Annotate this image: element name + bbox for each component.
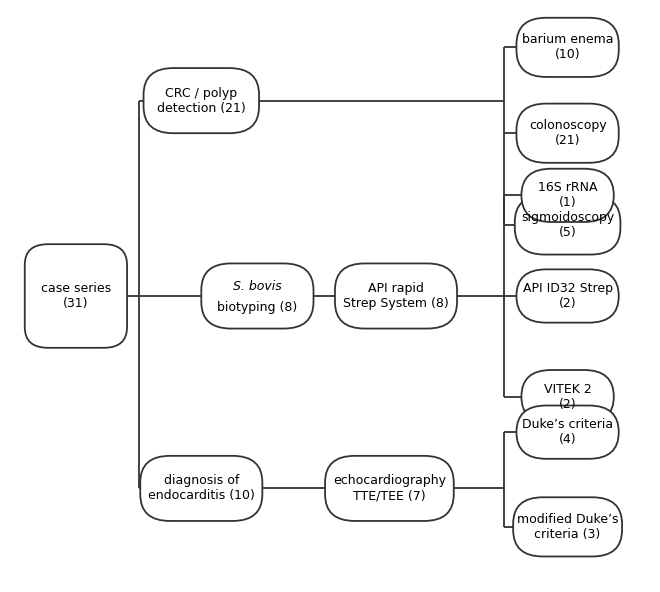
FancyBboxPatch shape	[516, 406, 619, 459]
FancyBboxPatch shape	[144, 68, 259, 133]
Text: VITEK 2
(2): VITEK 2 (2)	[544, 382, 591, 411]
Text: Duke’s criteria
(4): Duke’s criteria (4)	[522, 418, 613, 446]
FancyBboxPatch shape	[521, 169, 614, 222]
Text: S. bovis: S. bovis	[233, 280, 282, 292]
FancyBboxPatch shape	[516, 104, 619, 163]
FancyBboxPatch shape	[325, 456, 454, 521]
FancyBboxPatch shape	[516, 269, 619, 323]
Text: case series
(31): case series (31)	[41, 282, 111, 310]
FancyBboxPatch shape	[140, 456, 262, 521]
FancyBboxPatch shape	[335, 263, 457, 329]
FancyBboxPatch shape	[515, 195, 620, 255]
Text: API rapid
Strep System (8): API rapid Strep System (8)	[343, 282, 449, 310]
Text: barium enema
(10): barium enema (10)	[522, 33, 613, 62]
FancyBboxPatch shape	[25, 244, 127, 348]
FancyBboxPatch shape	[513, 497, 622, 556]
Text: modified Duke’s
criteria (3): modified Duke’s criteria (3)	[517, 513, 618, 541]
Text: CRC / polyp
detection (21): CRC / polyp detection (21)	[157, 86, 246, 115]
Text: diagnosis of
endocarditis (10): diagnosis of endocarditis (10)	[148, 474, 255, 503]
Text: echocardiography
TTE/TEE (7): echocardiography TTE/TEE (7)	[333, 474, 446, 503]
Text: API ID32 Strep
(2): API ID32 Strep (2)	[523, 282, 612, 310]
Text: sigmoidoscopy
(5): sigmoidoscopy (5)	[521, 211, 614, 239]
FancyBboxPatch shape	[201, 263, 314, 329]
Text: biotyping (8): biotyping (8)	[217, 301, 298, 314]
Text: colonoscopy
(21): colonoscopy (21)	[529, 119, 607, 147]
Text: 16S rRNA
(1): 16S rRNA (1)	[538, 181, 597, 210]
FancyBboxPatch shape	[521, 370, 614, 423]
FancyBboxPatch shape	[516, 18, 619, 77]
